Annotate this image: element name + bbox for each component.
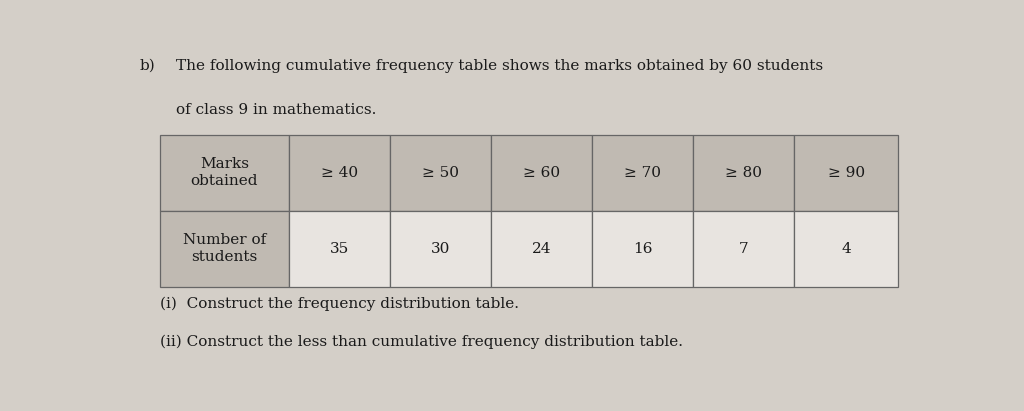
Bar bbox=[795, 135, 898, 211]
Bar bbox=[289, 135, 390, 211]
Bar bbox=[592, 211, 693, 287]
Bar bbox=[492, 211, 592, 287]
Text: ≥ 40: ≥ 40 bbox=[321, 166, 358, 180]
Text: 35: 35 bbox=[330, 242, 349, 256]
Bar bbox=[592, 135, 693, 211]
Text: Marks
obtained: Marks obtained bbox=[190, 157, 258, 188]
Text: ≥ 60: ≥ 60 bbox=[523, 166, 560, 180]
Bar bbox=[160, 211, 289, 287]
Text: ≥ 90: ≥ 90 bbox=[827, 166, 864, 180]
Bar bbox=[693, 135, 795, 211]
Text: ≥ 50: ≥ 50 bbox=[422, 166, 459, 180]
Bar bbox=[795, 211, 898, 287]
Text: 4: 4 bbox=[842, 242, 851, 256]
Text: 16: 16 bbox=[633, 242, 652, 256]
Bar bbox=[289, 211, 390, 287]
Text: 24: 24 bbox=[531, 242, 552, 256]
Text: b): b) bbox=[140, 59, 156, 73]
Bar bbox=[693, 211, 795, 287]
Bar bbox=[390, 211, 492, 287]
Text: Number of
students: Number of students bbox=[182, 233, 266, 264]
Bar bbox=[160, 135, 289, 211]
Text: 7: 7 bbox=[739, 242, 749, 256]
Text: (ii) Construct the less than cumulative frequency distribution table.: (ii) Construct the less than cumulative … bbox=[160, 334, 683, 349]
Bar bbox=[390, 135, 492, 211]
Text: of class 9 in mathematics.: of class 9 in mathematics. bbox=[176, 103, 376, 117]
Text: The following cumulative frequency table shows the marks obtained by 60 students: The following cumulative frequency table… bbox=[176, 59, 822, 73]
Bar bbox=[492, 135, 592, 211]
Text: ≥ 70: ≥ 70 bbox=[625, 166, 662, 180]
Text: (i)  Construct the frequency distribution table.: (i) Construct the frequency distribution… bbox=[160, 296, 519, 311]
Text: ≥ 80: ≥ 80 bbox=[725, 166, 763, 180]
Text: 30: 30 bbox=[431, 242, 451, 256]
